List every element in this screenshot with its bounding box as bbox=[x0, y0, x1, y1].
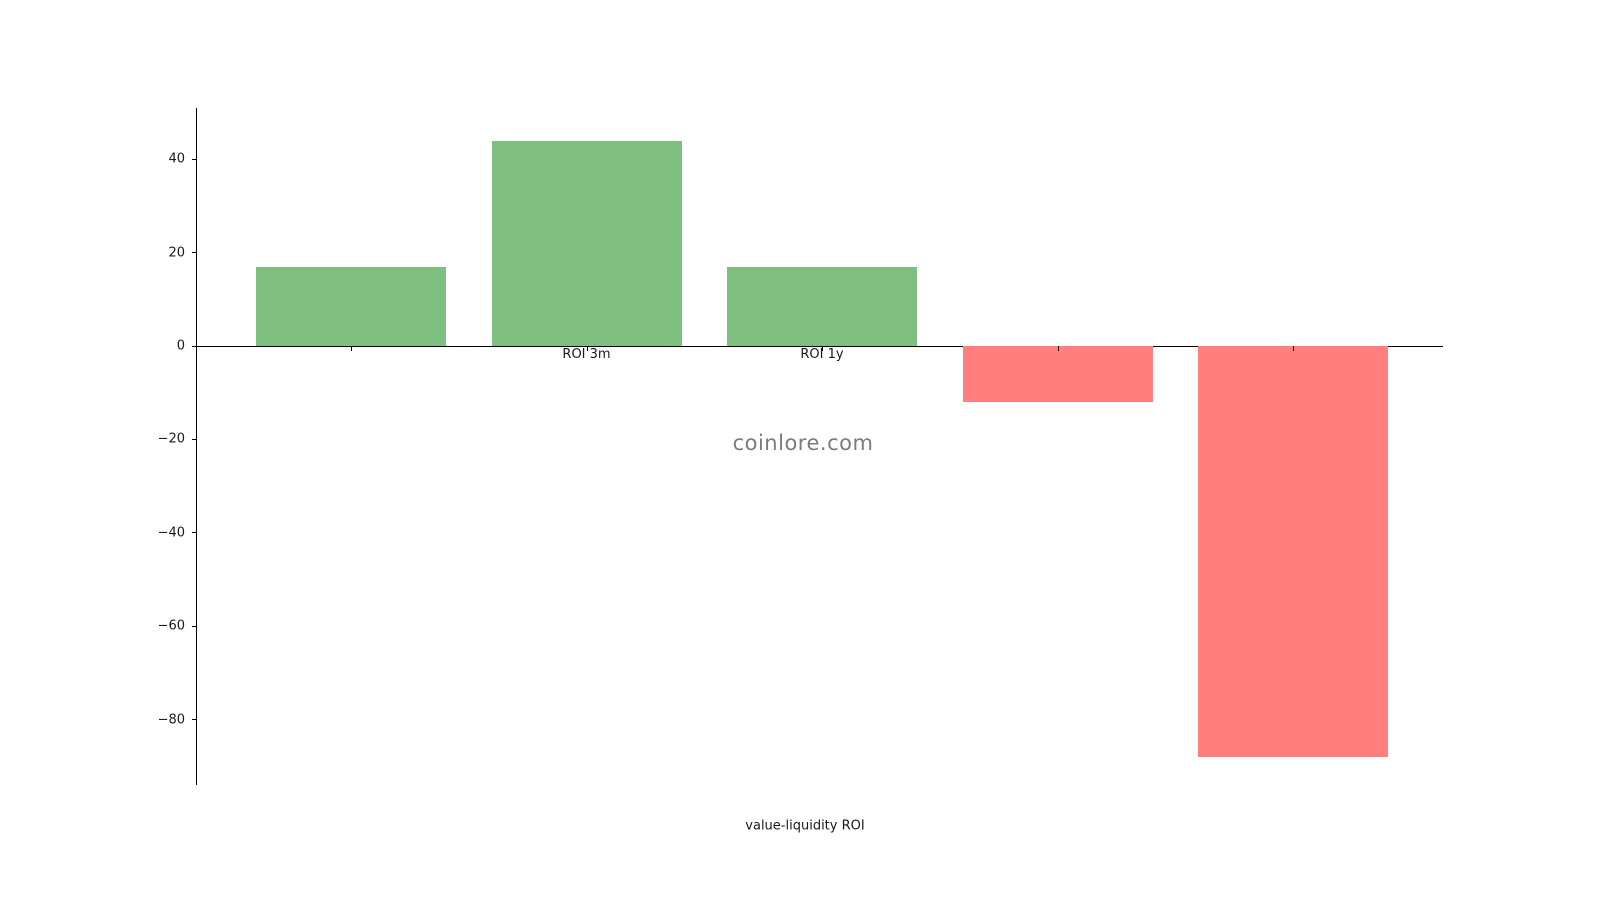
bar-2 bbox=[491, 140, 682, 347]
y-tick-label: −20 bbox=[157, 431, 185, 447]
x-tick-label: ROI 3m bbox=[562, 347, 611, 363]
bar-5 bbox=[1198, 346, 1388, 757]
watermark: coinlore.com bbox=[732, 431, 874, 455]
x-tick-label: ROI 1y bbox=[800, 347, 844, 363]
bar-4 bbox=[962, 346, 1153, 403]
x-tick-mark bbox=[586, 346, 588, 352]
y-tick-label: −60 bbox=[157, 618, 185, 634]
y-tick-label: 0 bbox=[176, 338, 185, 354]
y-tick-mark bbox=[192, 625, 196, 627]
x-tick-mark bbox=[1293, 346, 1294, 352]
x-tick-mark bbox=[1057, 346, 1059, 352]
y-tick-mark bbox=[192, 158, 196, 160]
bar-3 bbox=[727, 266, 917, 347]
x-tick-mark bbox=[822, 346, 823, 352]
y-tick-mark bbox=[192, 438, 196, 440]
x-axis-title: value-liquidity ROI bbox=[745, 818, 865, 834]
plot-area: ROI 3m ROI 1y 40 20 0 −20 −40 −60 −80 bbox=[158, 108, 1443, 785]
bar-1 bbox=[256, 266, 446, 347]
y-tick-mark bbox=[192, 719, 196, 721]
y-tick-label: 20 bbox=[168, 245, 185, 261]
y-tick-mark bbox=[192, 252, 196, 254]
x-axis-line bbox=[197, 345, 1443, 347]
y-tick-mark bbox=[192, 345, 196, 347]
y-tick-label: 40 bbox=[168, 151, 185, 167]
y-tick-label: −80 bbox=[157, 712, 185, 728]
x-tick-mark bbox=[351, 346, 352, 352]
y-tick-label: −40 bbox=[157, 525, 185, 541]
y-tick-mark bbox=[192, 532, 196, 534]
